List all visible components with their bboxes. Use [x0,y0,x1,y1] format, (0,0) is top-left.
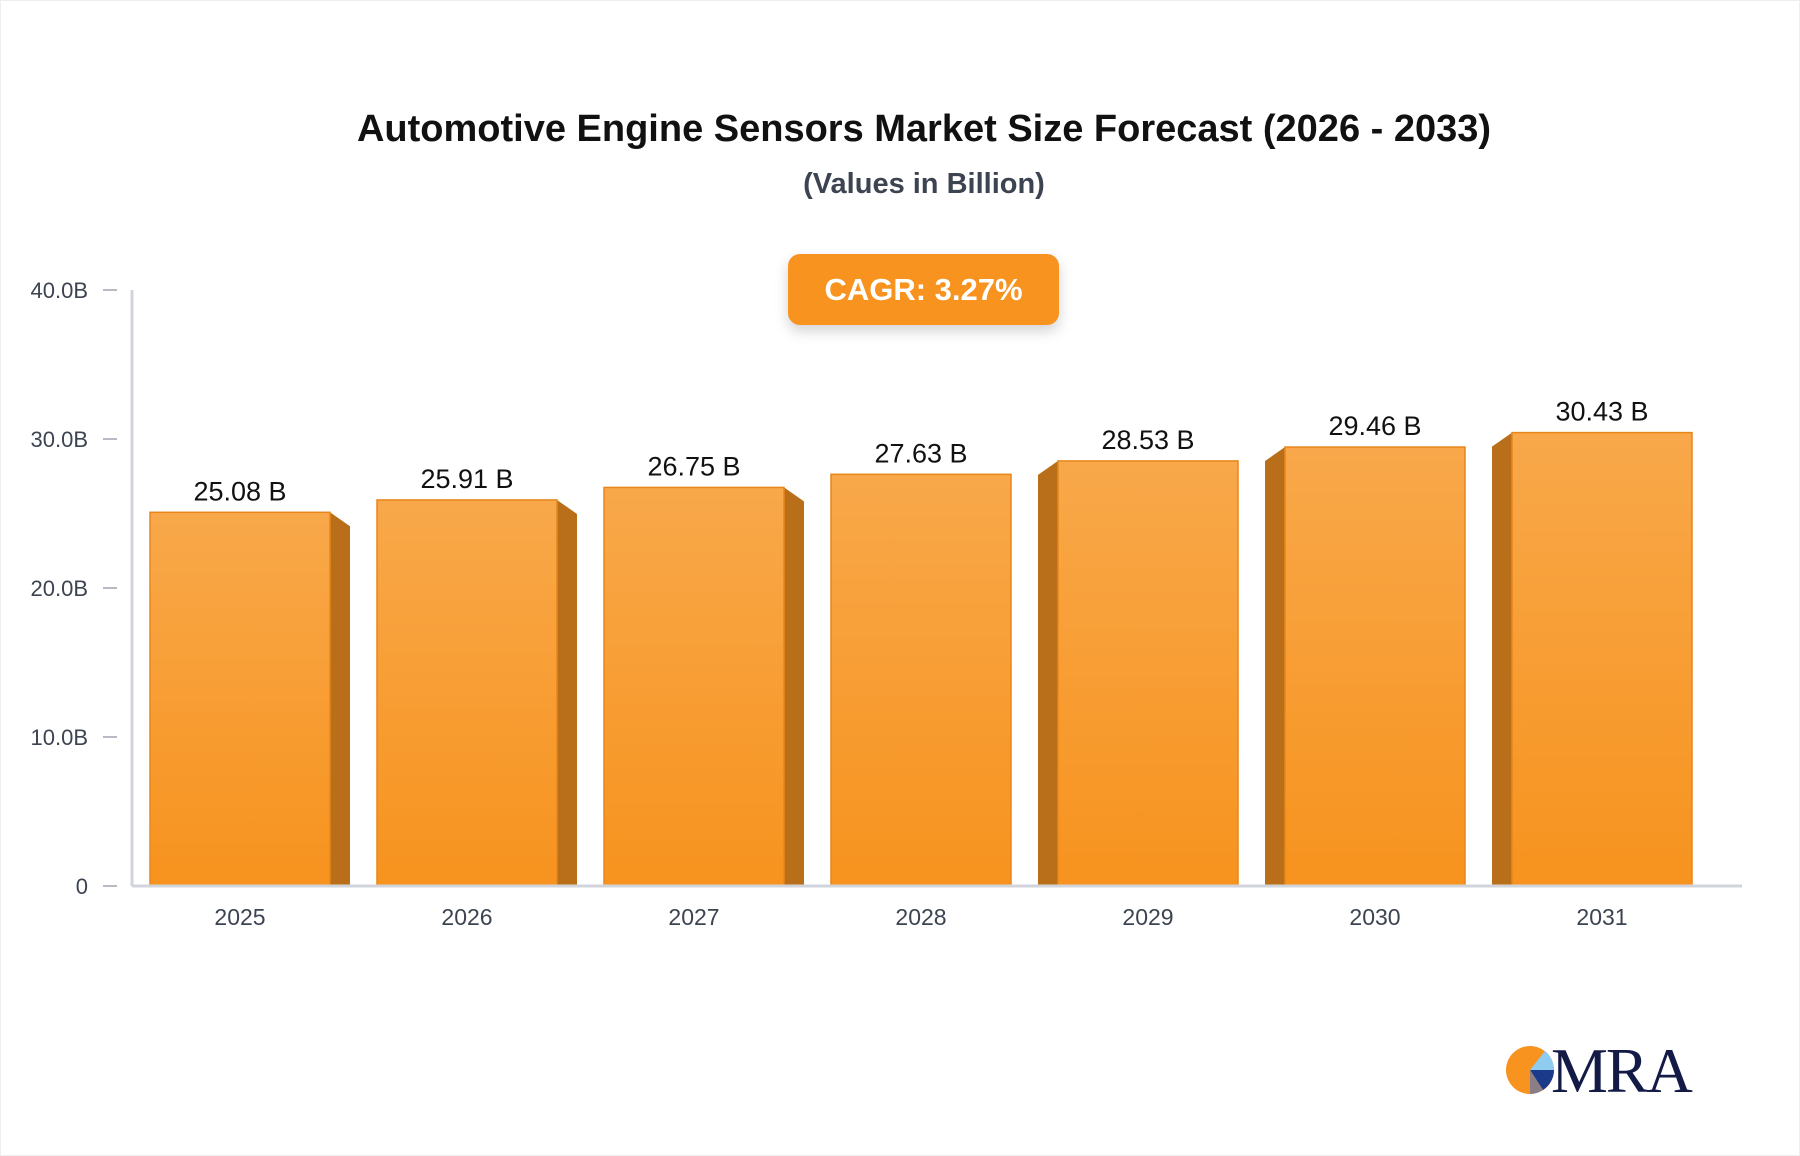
bar [830,473,1012,887]
data-label: 30.43 B [1555,397,1648,427]
logo-pie-icon [1506,1046,1555,1094]
x-tick-label: 2028 [895,904,946,930]
y-tick-label: 40.0B [31,278,89,303]
bar [149,511,331,887]
x-tick-label: 2030 [1349,904,1400,930]
y-tick-label: 10.0B [31,725,89,750]
mra-logo: MRA [1505,1035,1695,1106]
bar-side [1492,432,1512,886]
cagr-badge: CAGR: 3.27% [788,254,1059,325]
chart-title: Automotive Engine Sensors Market Size Fo… [356,108,1492,150]
bar [1284,446,1466,887]
bar [1511,431,1693,887]
data-label: 26.75 B [647,451,740,481]
data-label: 25.91 B [420,464,513,494]
bar-side [1038,460,1058,886]
logo-text: MRA [1551,1035,1693,1106]
bar [1057,460,1239,887]
bar-side [557,499,577,886]
x-tick-label: 2026 [441,904,492,930]
y-tick-label: 30.0B [31,427,89,452]
x-tick-label: 2031 [1576,904,1627,930]
bar-side [1265,447,1285,886]
x-tick-label: 2029 [1122,904,1173,930]
bar-side [784,487,804,886]
bar [603,486,785,887]
x-tick-label: 2025 [214,904,265,930]
x-tick-label: 2027 [668,904,719,930]
y-tick-label: 0 [76,874,88,899]
data-label: 29.46 B [1328,411,1421,441]
data-label: 28.53 B [1101,425,1194,455]
chart-subtitle: (Values in Billion) [803,168,1045,200]
bar [376,499,558,887]
data-label: 27.63 B [874,438,967,468]
data-label: 25.08 B [193,476,286,506]
y-tick-label: 20.0B [31,576,89,601]
bar-side [330,512,350,886]
